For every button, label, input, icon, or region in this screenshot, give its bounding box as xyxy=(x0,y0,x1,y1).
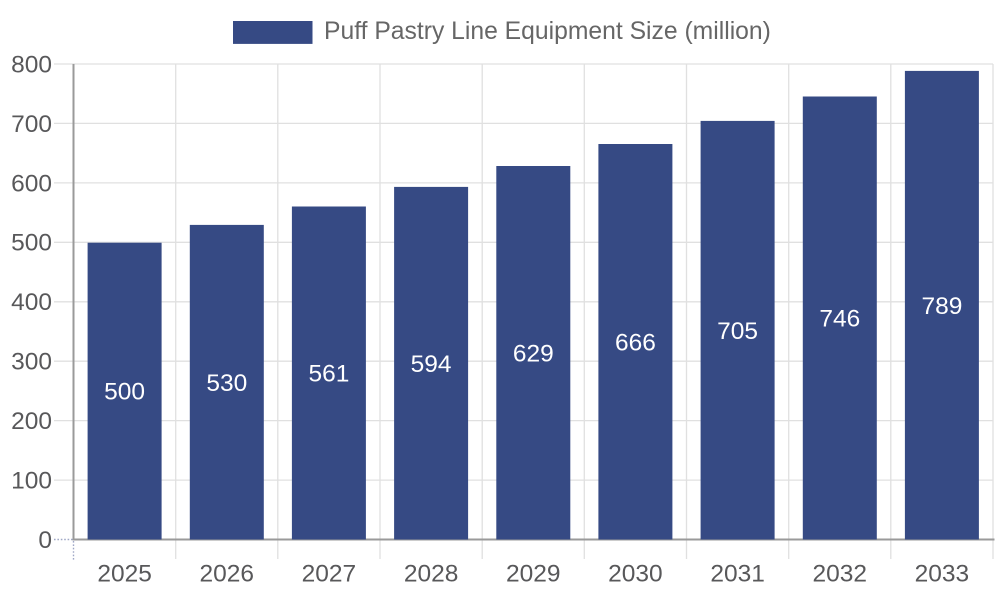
svg-text:2029: 2029 xyxy=(506,560,561,587)
svg-text:2033: 2033 xyxy=(915,560,970,587)
svg-text:200: 200 xyxy=(11,408,52,435)
svg-text:2031: 2031 xyxy=(710,560,765,587)
svg-text:2032: 2032 xyxy=(813,560,868,587)
svg-text:800: 800 xyxy=(11,51,52,78)
svg-text:629: 629 xyxy=(513,340,554,367)
svg-text:530: 530 xyxy=(206,370,247,397)
svg-text:2026: 2026 xyxy=(200,560,255,587)
svg-text:2028: 2028 xyxy=(404,560,459,587)
svg-text:2030: 2030 xyxy=(608,560,663,587)
svg-text:2027: 2027 xyxy=(302,560,357,587)
svg-text:746: 746 xyxy=(819,306,860,333)
svg-text:300: 300 xyxy=(11,349,52,376)
svg-text:600: 600 xyxy=(11,170,52,197)
svg-text:561: 561 xyxy=(308,361,349,388)
svg-text:700: 700 xyxy=(11,111,52,138)
svg-text:400: 400 xyxy=(11,289,52,316)
svg-text:705: 705 xyxy=(717,318,758,345)
svg-text:594: 594 xyxy=(411,351,452,378)
svg-text:2025: 2025 xyxy=(97,560,152,587)
svg-text:500: 500 xyxy=(11,230,52,257)
svg-text:666: 666 xyxy=(615,329,656,356)
svg-text:789: 789 xyxy=(921,293,962,320)
svg-text:0: 0 xyxy=(38,527,52,554)
svg-text:500: 500 xyxy=(104,379,145,406)
svg-text:Puff Pastry Line Equipment Siz: Puff Pastry Line Equipment Size (million… xyxy=(324,18,771,45)
svg-text:100: 100 xyxy=(11,468,52,495)
